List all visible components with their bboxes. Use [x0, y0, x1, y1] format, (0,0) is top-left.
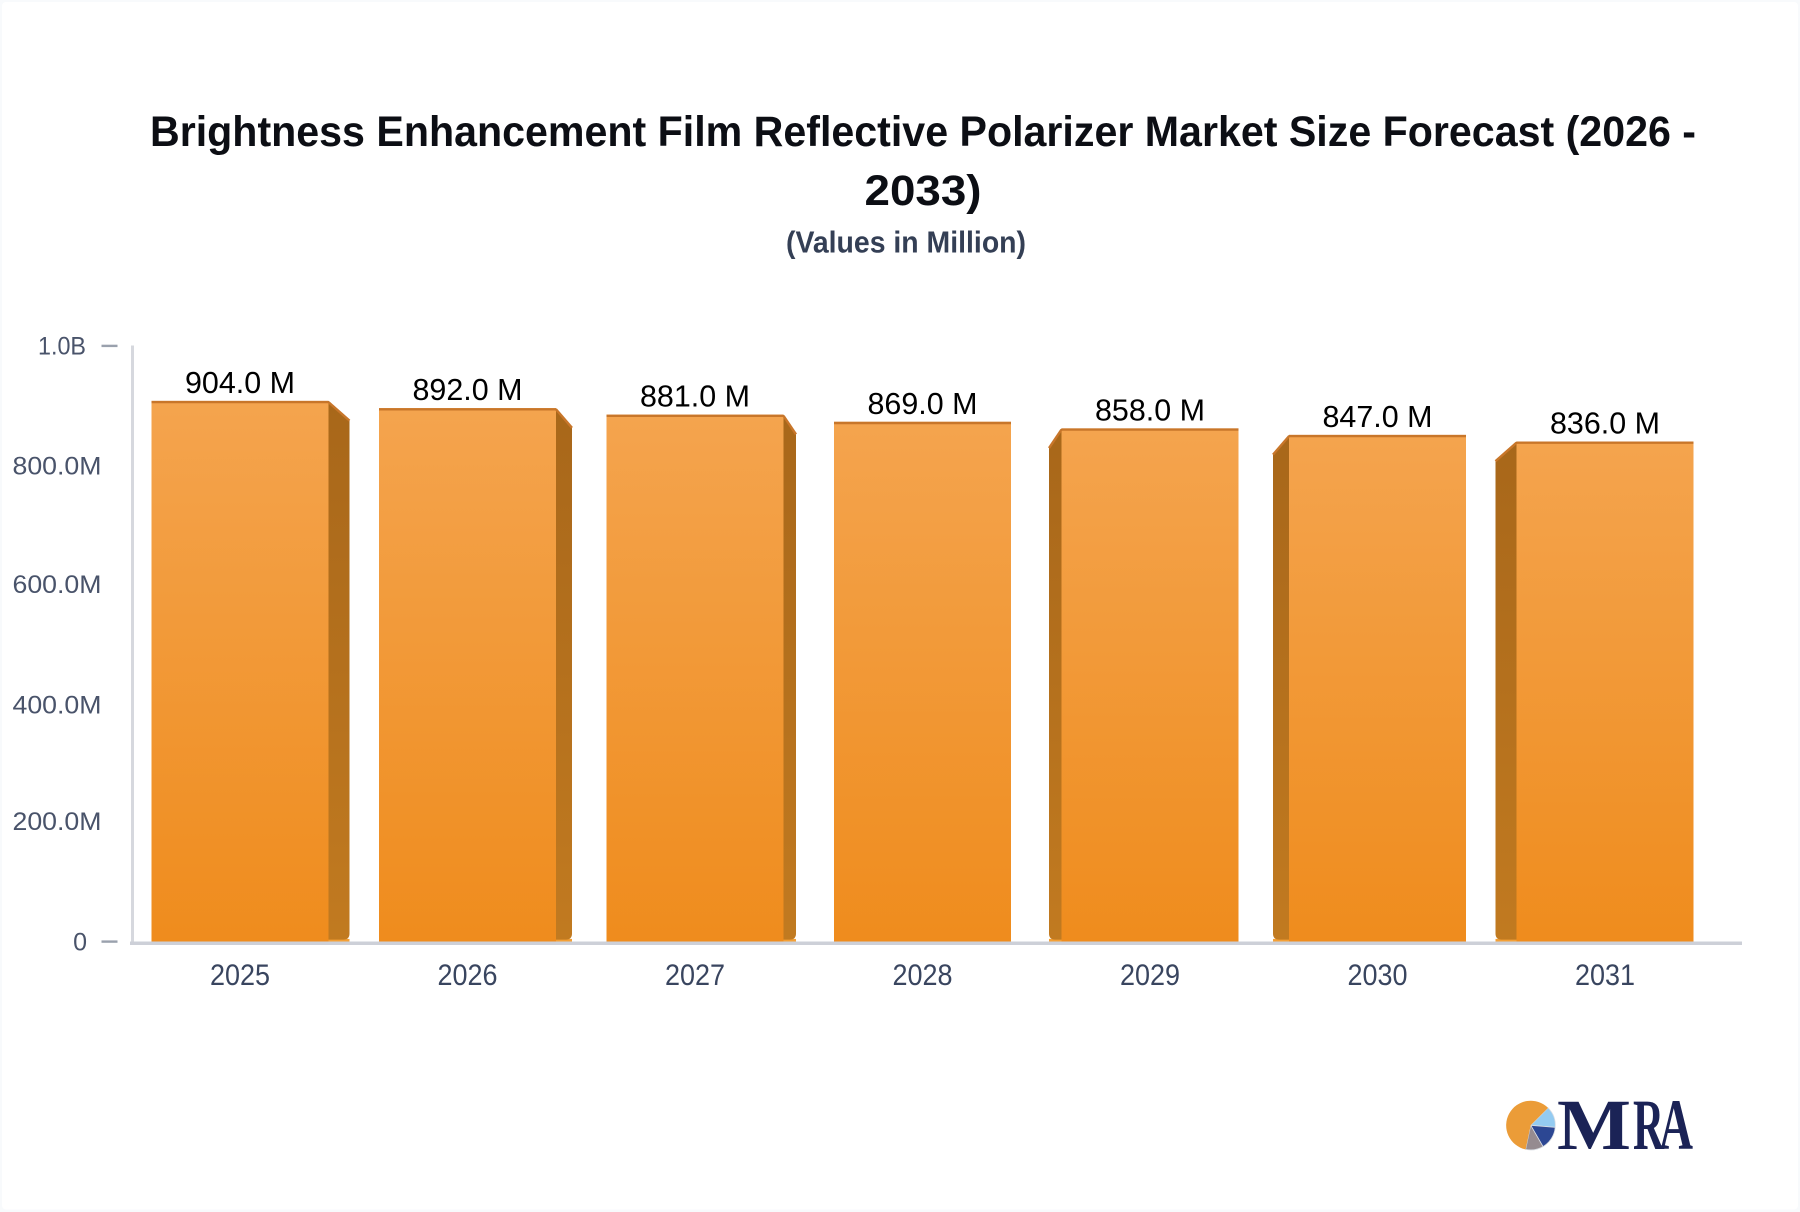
svg-text:847.0 M: 847.0 M	[1323, 399, 1433, 434]
svg-text:869.0 M: 869.0 M	[868, 386, 978, 421]
svg-text:R: R	[1633, 1085, 1665, 1165]
svg-text:200.0M: 200.0M	[13, 808, 102, 836]
svg-text:Brightness Enhancement Film Re: Brightness Enhancement Film Reflective P…	[150, 108, 1696, 156]
svg-text:(Values in Million): (Values in Million)	[786, 225, 1026, 260]
svg-text:2025: 2025	[210, 959, 270, 992]
svg-text:A: A	[1659, 1085, 1693, 1165]
svg-text:600.0M: 600.0M	[13, 571, 102, 599]
svg-text:881.0 M: 881.0 M	[640, 379, 750, 414]
svg-text:0: 0	[73, 928, 87, 956]
svg-text:2033): 2033)	[865, 167, 982, 215]
svg-text:400.0M: 400.0M	[13, 691, 102, 719]
svg-text:858.0 M: 858.0 M	[1095, 392, 1205, 427]
svg-text:2026: 2026	[438, 959, 498, 992]
svg-text:2028: 2028	[893, 959, 953, 992]
svg-text:904.0 M: 904.0 M	[185, 365, 295, 400]
svg-text:892.0 M: 892.0 M	[413, 372, 523, 407]
svg-text:2029: 2029	[1120, 959, 1180, 992]
svg-text:2031: 2031	[1575, 959, 1635, 992]
svg-text:1.0B: 1.0B	[38, 333, 86, 361]
svg-text:800.0M: 800.0M	[13, 453, 102, 481]
svg-text:2030: 2030	[1348, 959, 1408, 992]
svg-text:836.0 M: 836.0 M	[1550, 406, 1660, 441]
svg-text:2027: 2027	[665, 959, 725, 992]
svg-text:M: M	[1557, 1085, 1631, 1165]
